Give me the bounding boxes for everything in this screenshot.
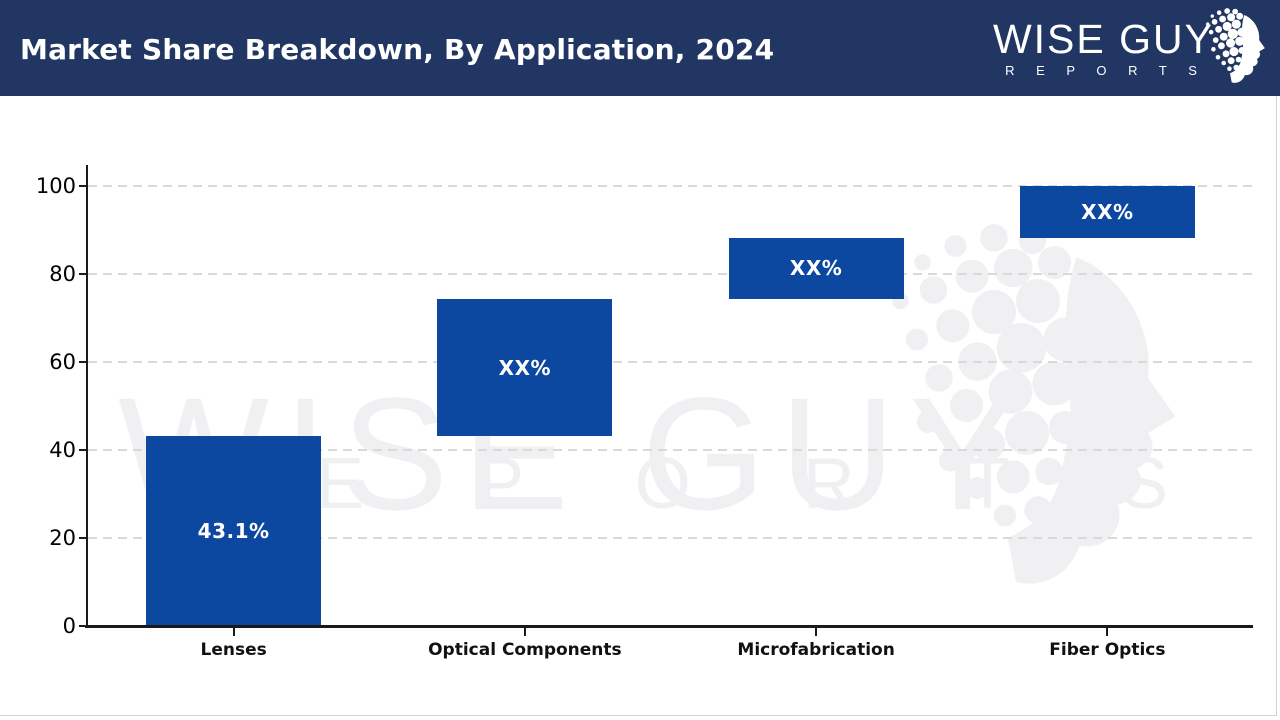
x-category-label: Fiber Optics — [1049, 640, 1166, 660]
y-axis-tick — [79, 625, 87, 627]
y-axis-tick — [79, 273, 87, 275]
x-axis-tick — [232, 628, 235, 636]
gridline — [88, 537, 1253, 539]
y-axis-tick-label: 0 — [62, 614, 76, 638]
bar-optical-components: XX% — [437, 299, 613, 437]
y-axis-tick-label: 80 — [49, 262, 76, 286]
bar-microfabrication: XX% — [728, 237, 904, 300]
x-axis-tick — [815, 628, 818, 636]
y-axis-tick-label: 100 — [35, 174, 76, 198]
y-axis-tick-label: 60 — [49, 350, 76, 374]
wiseguy-logo-line2: R E P O R T S — [1005, 62, 1206, 78]
wiseguy-logo: WISE GUY R E P O R T S — [993, 4, 1270, 92]
y-axis-tick — [79, 449, 87, 451]
y-axis-tick-label: 40 — [49, 438, 76, 462]
x-category-label: Lenses — [200, 640, 267, 660]
x-category-label: Optical Components — [428, 640, 622, 660]
report-header: Market Share Breakdown, By Application, … — [0, 0, 1280, 96]
y-axis-tick — [79, 537, 87, 539]
bar-lenses: 43.1% — [146, 436, 322, 626]
x-category-label: Microfabrication — [737, 640, 895, 660]
page-title: Market Share Breakdown, By Application, … — [20, 32, 775, 66]
y-axis-tick — [79, 361, 87, 363]
wiseguy-logo-line1: WISE GUY — [992, 15, 1214, 62]
gridline — [88, 361, 1253, 363]
bar-value-label: XX% — [789, 256, 843, 281]
x-axis-tick — [523, 628, 526, 636]
bar-value-label: XX% — [498, 355, 552, 380]
wiseguy-logo-text: WISE GUY R E P O R T S — [992, 15, 1214, 78]
gridline — [88, 273, 1253, 275]
gridline — [88, 449, 1253, 451]
x-axis-tick — [1106, 628, 1109, 636]
x-axis-line — [85, 625, 1253, 628]
y-axis-tick-label: 20 — [49, 526, 76, 550]
gridline — [88, 185, 1253, 187]
wiseguy-head-icon — [1198, 7, 1270, 87]
bar-value-label: XX% — [1081, 199, 1134, 224]
bar-fiber-optics: XX% — [1019, 186, 1195, 238]
y-axis-tick — [79, 185, 87, 187]
bar-value-label: 43.1% — [197, 519, 270, 544]
y-axis-line — [86, 165, 88, 628]
